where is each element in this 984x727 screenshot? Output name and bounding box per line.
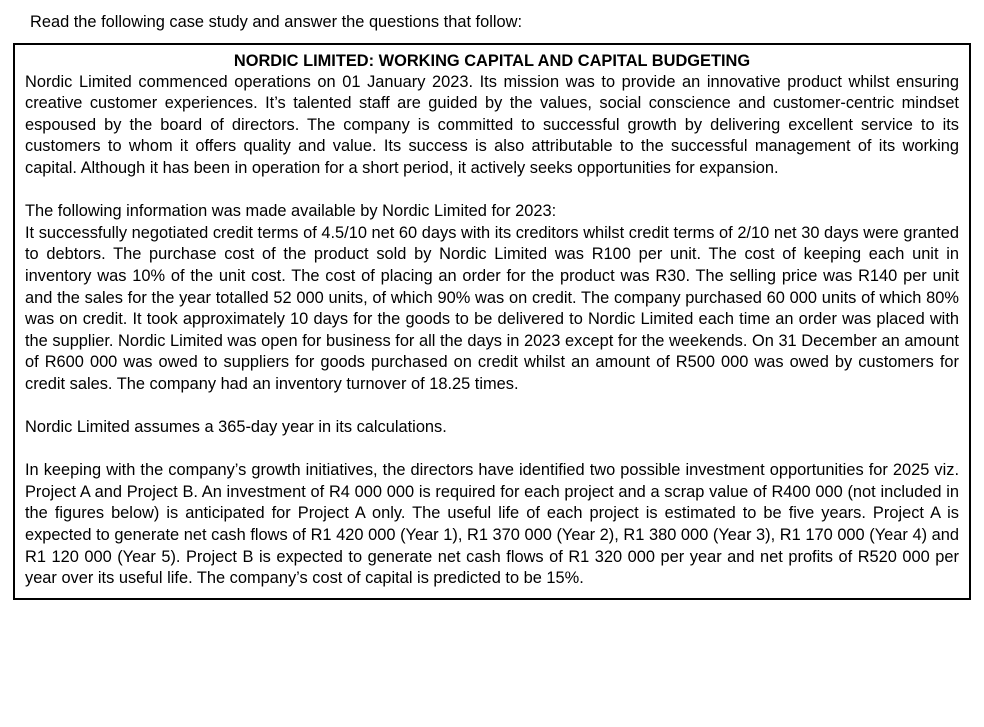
case-paragraph-capital-budgeting: In keeping with the company’s growth ini… bbox=[25, 461, 959, 588]
case-paragraph-year-assumption: Nordic Limited assumes a 365-day year in… bbox=[25, 418, 447, 437]
case-paragraph-info-intro: The following information was made avail… bbox=[25, 202, 557, 221]
case-study-box: NORDIC LIMITED: WORKING CAPITAL AND CAPI… bbox=[13, 42, 971, 600]
case-paragraph-working-capital-details: It successfully negotiated credit terms … bbox=[25, 223, 959, 393]
case-study-title: NORDIC LIMITED: WORKING CAPITAL AND CAPI… bbox=[233, 51, 751, 70]
instruction-text: Read the following case study and answer… bbox=[30, 13, 523, 31]
case-paragraph-overview: Nordic Limited commenced operations on 0… bbox=[25, 72, 959, 177]
